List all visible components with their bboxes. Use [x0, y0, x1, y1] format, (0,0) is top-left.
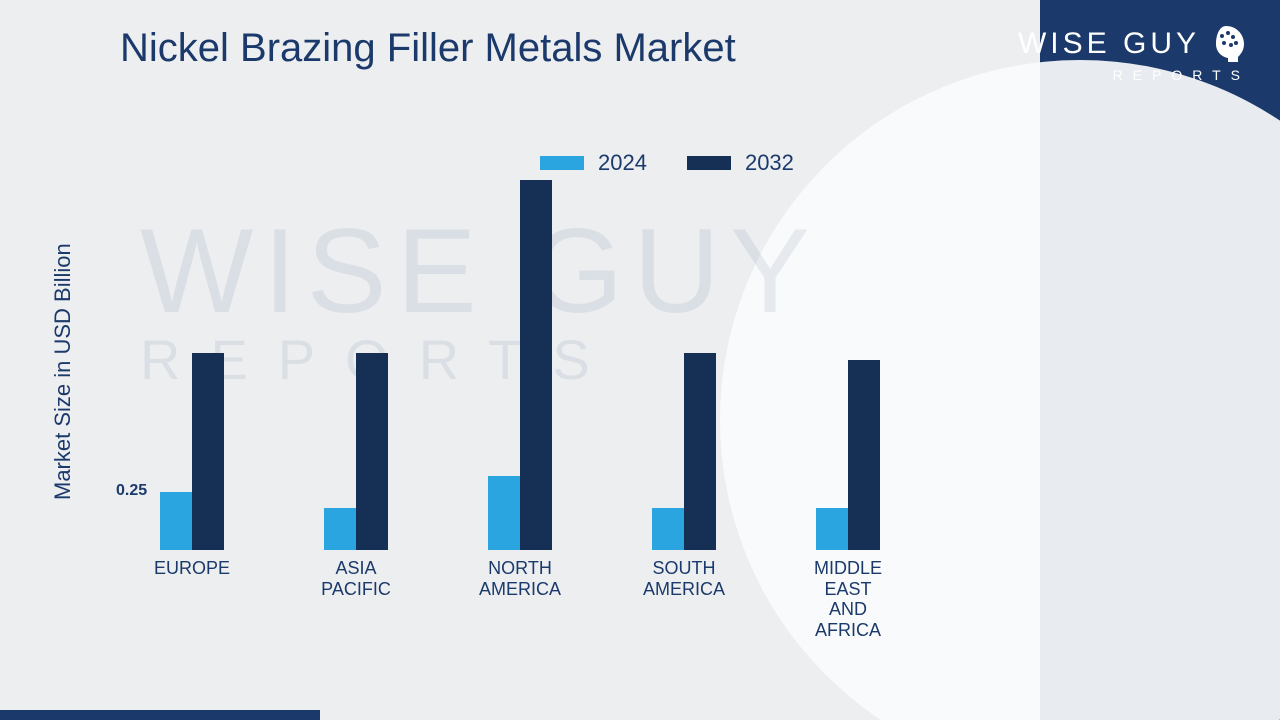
x-tick-label: NORTHAMERICA [450, 558, 590, 641]
bar-2024 [816, 508, 848, 550]
bar-groups [110, 180, 930, 550]
bar-2032 [356, 353, 388, 550]
bar-group [816, 360, 880, 550]
plot-area: EUROPEASIAPACIFICNORTHAMERICASOUTHAMERIC… [110, 180, 930, 550]
bar-2024 [160, 492, 192, 550]
bar-group [488, 180, 552, 550]
bar-group [652, 353, 716, 550]
brand-line2: REPORTS [1018, 68, 1250, 82]
legend-swatch-2024 [540, 156, 584, 170]
bar-2032 [192, 353, 224, 550]
x-tick-label: MIDDLEEASTANDAFRICA [778, 558, 918, 641]
brand-logo: WISE GUY REPORTS [1018, 22, 1250, 82]
head-icon [1206, 22, 1250, 66]
x-tick-label: ASIAPACIFIC [286, 558, 426, 641]
chart-title: Nickel Brazing Filler Metals Market [120, 26, 736, 71]
y-axis-label: Market Size in USD Billion [50, 243, 76, 500]
legend-swatch-2032 [687, 156, 731, 170]
bar-2032 [520, 180, 552, 550]
legend-item-2032: 2032 [687, 150, 794, 176]
bar-2024 [324, 508, 356, 550]
brand-line1: WISE GUY [1018, 29, 1200, 59]
x-axis-labels: EUROPE ASIAPACIFIC NORTHAMERICA SOUTHAMERIC… [110, 558, 930, 641]
footer-accent-line [0, 710, 320, 720]
bar-2024 [652, 508, 684, 550]
bar-2032 [684, 353, 716, 550]
legend-label-2024: 2024 [598, 150, 647, 176]
bar-group [160, 353, 224, 550]
legend-item-2024: 2024 [540, 150, 647, 176]
data-label: 0.25 [116, 482, 147, 500]
legend: 2024 2032 [540, 150, 794, 176]
x-tick-label: EUROPE [122, 558, 262, 641]
stage: Nickel Brazing Filler Metals Market WISE… [0, 0, 1280, 720]
x-tick-label: SOUTHAMERICA [614, 558, 754, 641]
bar-group [324, 353, 388, 550]
bar-2024 [488, 476, 520, 550]
bar-2032 [848, 360, 880, 550]
legend-label-2032: 2032 [745, 150, 794, 176]
